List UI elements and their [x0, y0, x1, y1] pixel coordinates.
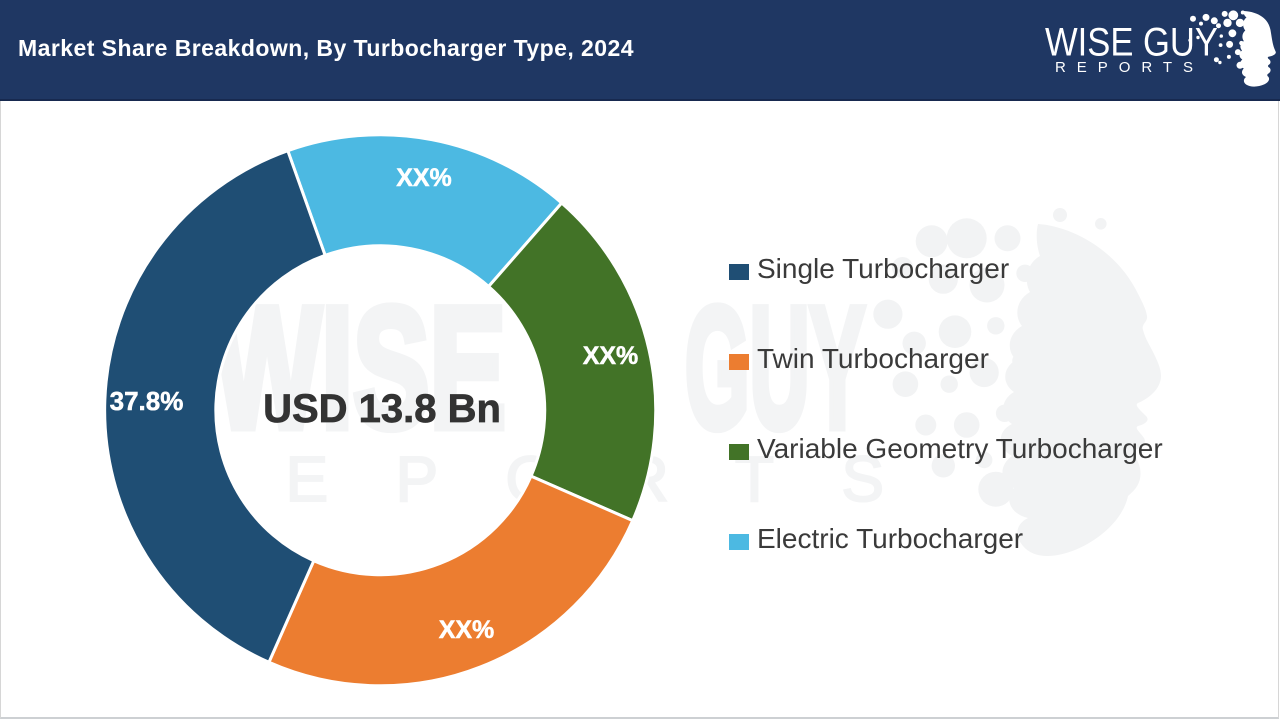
svg-text:WISE GUY: WISE GUY [1045, 21, 1218, 65]
svg-text:37.8%: 37.8% [110, 386, 184, 416]
svg-text:GUY: GUY [685, 272, 865, 464]
svg-text:XX%: XX% [396, 164, 452, 192]
svg-text:XX%: XX% [583, 342, 639, 370]
svg-text:REPORTS: REPORTS [1055, 59, 1207, 76]
svg-text:USD 13.8 Bn: USD 13.8 Bn [263, 387, 501, 431]
svg-text:XX%: XX% [439, 616, 495, 644]
